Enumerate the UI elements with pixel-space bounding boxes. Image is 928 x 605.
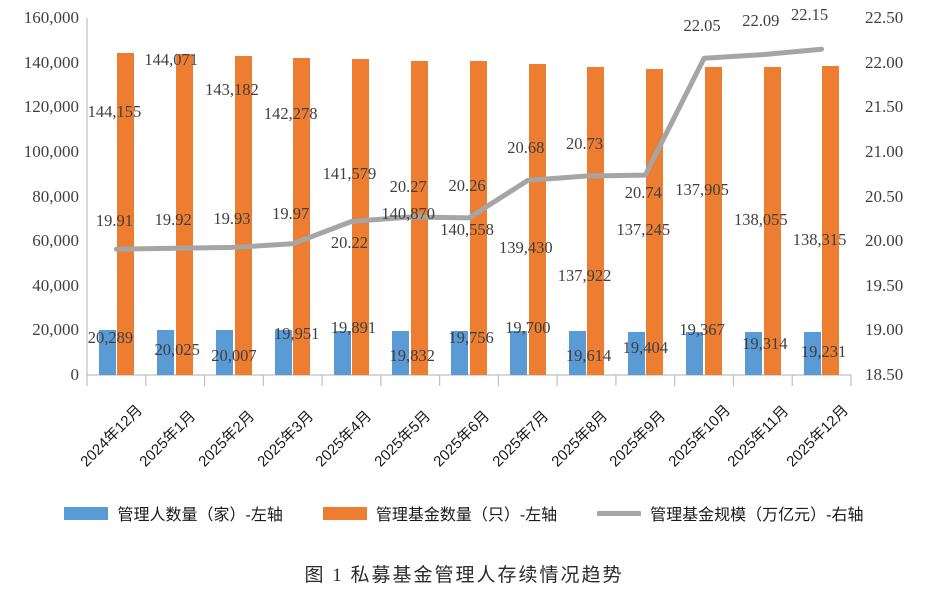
left-axis-tick: 60,000 [32, 231, 79, 251]
data-label-scale: 19.97 [272, 203, 310, 223]
data-label-managers: 19,314 [742, 334, 788, 353]
left-axis-tick: 140,000 [23, 52, 79, 72]
left-axis-tick: 160,000 [23, 8, 79, 27]
data-label-scale: 20.27 [389, 177, 427, 197]
data-label-managers: 20,025 [154, 340, 200, 359]
bar-funds [528, 63, 546, 375]
bar-managers [333, 330, 351, 375]
bar-funds [587, 67, 605, 375]
data-label-managers: 19,614 [565, 346, 612, 365]
data-label-funds: 141,579 [322, 164, 377, 183]
line-series-layer [113, 46, 825, 252]
data-label-funds: 137,922 [557, 266, 612, 285]
bar-managers [392, 330, 410, 375]
bar-managers [686, 331, 704, 375]
legend-label: 管理基金规模（万亿元）-右轴 [650, 507, 864, 524]
chart-plot-area: 0 20,000 40,000 60,000 80,000 100,000 120,000 1… [23, 5, 904, 471]
right-axis-tick: 20.00 [865, 231, 904, 251]
bar-funds [469, 61, 487, 375]
data-label-scale: 19.91 [95, 211, 133, 231]
data-label-scale: 19.92 [154, 210, 192, 230]
data-label-scale: 22.05 [683, 16, 721, 36]
data-label-funds: 144,155 [87, 102, 142, 121]
data-label-funds: 139,430 [498, 238, 553, 257]
right-axis-tick: 21.00 [865, 141, 904, 161]
bar-funds [175, 53, 193, 375]
bar-managers [98, 329, 116, 375]
bar-managers [451, 330, 469, 375]
right-axis-tick: 19.00 [865, 320, 904, 340]
legend-managers[interactable]: 管理人数量（家）-左轴 [64, 501, 283, 525]
legend-color-swatch-icon [322, 506, 367, 520]
data-label-funds: 138,055 [734, 210, 788, 229]
bar-funds [822, 66, 840, 375]
bar-managers [216, 330, 234, 375]
data-label-managers: 19,231 [800, 342, 847, 361]
data-label-managers: 20,007 [211, 346, 257, 365]
data-label-scale: 22.15 [791, 5, 829, 25]
chart-legend: 管理人数量（家）-左轴 管理基金数量（只）-左轴 管理基金规模（万亿元）-右轴 [0, 495, 928, 531]
data-label-managers: 20,289 [87, 328, 134, 347]
left-axis-tick: 20,000 [32, 320, 79, 340]
legend-label: 管理人数量（家）-左轴 [117, 507, 283, 524]
data-label-scale: 22.09 [742, 10, 780, 30]
left-axis-tick: 40,000 [32, 275, 79, 295]
bar-funds [234, 55, 252, 375]
bar-funds [117, 53, 135, 375]
data-label-funds: 137,245 [616, 220, 671, 239]
legend-label: 管理基金数量（只）-左轴 [375, 507, 558, 524]
bar-managers [803, 332, 821, 375]
bar-managers [568, 331, 586, 375]
data-label-scale: 20.74 [624, 183, 662, 203]
data-label-funds: 138,315 [792, 230, 847, 249]
left-axis-tick: 0 [70, 365, 80, 384]
bar-managers [510, 331, 528, 375]
data-label-scale: 20.68 [507, 138, 545, 158]
left-axis-tick: 80,000 [32, 186, 79, 206]
bar-managers [627, 331, 645, 375]
right-axis-tick: 21.50 [865, 97, 904, 117]
bar-managers [274, 330, 292, 375]
data-label-managers: 19,832 [389, 346, 435, 365]
left-axis-tick: 120,000 [23, 97, 79, 117]
right-axis-tick: 22.50 [865, 8, 904, 27]
data-label-managers: 19,700 [505, 318, 551, 337]
right-axis-tick: 22.00 [865, 52, 904, 72]
legend-color-swatch-icon [64, 506, 109, 520]
legend-scale[interactable]: 管理基金规模（万亿元）-右轴 [597, 501, 864, 525]
data-label-scale: 19.93 [213, 209, 251, 229]
bar-managers [157, 330, 175, 375]
axis-lines [86, 18, 852, 386]
data-label-managers: 19,756 [448, 328, 494, 347]
data-label-funds: 140,870 [381, 204, 436, 223]
bar-funds [704, 67, 722, 375]
bar-funds [763, 66, 781, 375]
data-label-funds: 137,905 [675, 180, 729, 199]
data-label-managers: 19,404 [622, 338, 668, 357]
data-label-funds: 142,278 [263, 104, 318, 123]
data-label-funds: 140,558 [440, 220, 494, 239]
data-label-funds: 144,071 [144, 50, 198, 69]
bar-managers [745, 331, 763, 375]
right-axis-tick: 18.50 [865, 365, 904, 384]
data-label-scale: 20.22 [330, 233, 369, 253]
data-label-scale: 20.73 [565, 133, 604, 153]
bars-layer [98, 53, 840, 375]
data-label-managers: 19,891 [330, 318, 377, 337]
left-axis-tick: 100,000 [23, 141, 79, 161]
data-label-scale: 20.26 [448, 175, 486, 195]
data-label-managers: 19,951 [274, 324, 320, 343]
legend-line-swatch-icon [597, 510, 642, 516]
right-axis-tick: 19.50 [865, 275, 904, 295]
legend-funds[interactable]: 管理基金数量（只）-左轴 [322, 501, 558, 525]
right-axis-tick: 20.50 [865, 186, 904, 206]
data-label-funds: 143,182 [205, 80, 259, 99]
data-label-managers: 19,367 [679, 320, 725, 339]
figure-caption: 图 1 私募基金管理人存续情况趋势 [304, 565, 624, 586]
bar-funds [352, 59, 370, 375]
bar-funds [293, 57, 311, 375]
